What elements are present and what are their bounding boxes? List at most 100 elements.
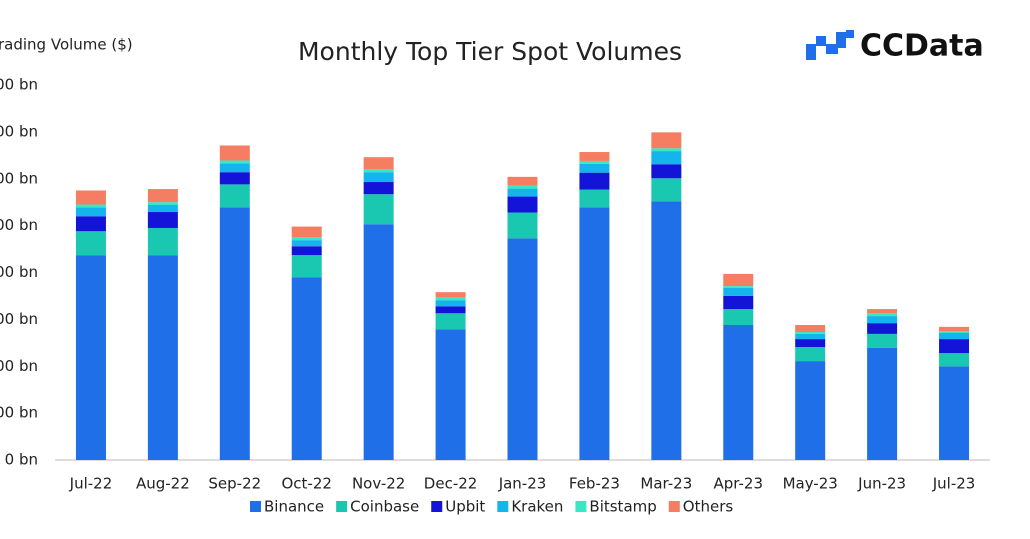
bar-segment: [507, 185, 538, 189]
bar-segment: [723, 287, 754, 296]
bar-segment: [435, 297, 466, 301]
bar-segment: [75, 216, 106, 232]
bar-segment: [363, 169, 394, 173]
bar-segment: [867, 316, 898, 324]
bar-segment: [291, 226, 322, 238]
bar-segment: [579, 207, 610, 460]
y-tick-label: 00 bn: [0, 76, 38, 94]
bar-segment: [507, 212, 538, 239]
x-tick-label: Jan-23: [498, 475, 547, 493]
bar-segment: [435, 292, 466, 298]
y-tick-label: 00 bn: [0, 169, 38, 187]
y-tick-label: 00 bn: [0, 122, 38, 140]
bar-segment: [651, 201, 682, 460]
bar-segment: [723, 325, 754, 460]
bar-segment: [795, 347, 826, 362]
bar-segment: [939, 366, 970, 460]
bar-segment: [795, 325, 826, 333]
legend-label: Coinbase: [350, 498, 419, 516]
x-tick-label: Jun-23: [857, 475, 906, 493]
bar-segment: [75, 231, 106, 256]
bar-segment: [219, 172, 250, 185]
bar-segment: [795, 339, 826, 348]
y-tick-label: 00 bn: [0, 310, 38, 328]
y-tick-label: 00 bn: [0, 263, 38, 281]
legend-swatch: [431, 501, 443, 512]
bar-segment: [291, 237, 322, 241]
bar-segment: [147, 202, 178, 205]
x-tick-label: May-23: [783, 475, 838, 493]
bar-segment: [651, 178, 682, 202]
bar-segment: [939, 326, 970, 332]
legend-swatch: [575, 501, 587, 512]
bar-segment: [147, 205, 178, 213]
x-tick-label: Oct-22: [282, 475, 332, 493]
bar-segment: [507, 188, 538, 197]
y-tick-label: 00 bn: [0, 357, 38, 375]
bar-segment: [939, 353, 970, 367]
x-tick-label: Apr-23: [714, 475, 764, 493]
bar-segment: [291, 240, 322, 247]
y-tick-label: 0 bn: [5, 451, 38, 469]
bar-segment: [795, 332, 826, 334]
bar-segment: [435, 313, 466, 330]
bar-segment: [579, 163, 610, 173]
legend-swatch: [497, 501, 509, 512]
bar-segment: [723, 286, 754, 288]
bar-segment: [579, 172, 610, 190]
bar-segment: [75, 207, 106, 217]
legend-label: Others: [683, 498, 734, 516]
bar-segment: [579, 189, 610, 208]
x-tick-label: Feb-23: [569, 475, 620, 493]
bar-segment: [507, 238, 538, 460]
bar-segment: [939, 332, 970, 340]
bar-segment: [219, 145, 250, 161]
bar-segment: [435, 300, 466, 307]
legend-label: Kraken: [511, 498, 563, 516]
x-tick-label: Mar-23: [640, 475, 692, 493]
bar-segment: [435, 306, 466, 314]
bar-segment: [147, 212, 178, 228]
bar-segment: [579, 152, 610, 161]
bar-segment: [75, 255, 106, 460]
bar-segment: [723, 309, 754, 325]
bar-segment: [939, 339, 970, 354]
bar-segment: [723, 295, 754, 310]
bar-segment: [867, 313, 898, 317]
x-tick-label: Sep-22: [208, 475, 261, 493]
chart-title: Monthly Top Tier Spot Volumes: [298, 37, 682, 66]
y-tick-label: 00 bn: [0, 216, 38, 234]
y-tick-label: 00 bn: [0, 404, 38, 422]
bar-segment: [219, 184, 250, 208]
bar-segment: [219, 163, 250, 173]
bar-segment: [867, 309, 898, 314]
logo-text: CCData: [860, 29, 984, 64]
legend-label: Bitstamp: [589, 498, 656, 516]
bar-segment: [723, 273, 754, 287]
bar-segment: [651, 151, 682, 165]
legend-swatch: [668, 501, 680, 512]
bar-segment: [291, 277, 322, 460]
bar-segment: [507, 196, 538, 213]
x-tick-label: Jul-22: [69, 475, 113, 493]
bar-segment: [795, 333, 826, 340]
x-tick-label: Jul-23: [932, 475, 976, 493]
bar-segment: [75, 204, 106, 208]
bar-segment: [651, 148, 682, 152]
bar-segment: [219, 207, 250, 460]
bar-segment: [651, 132, 682, 149]
x-tick-label: Nov-22: [352, 475, 405, 493]
legend-label: Upbit: [445, 498, 485, 516]
legend-label: Binance: [264, 498, 324, 516]
bar-segment: [147, 189, 178, 203]
x-tick-label: Aug-22: [136, 475, 190, 493]
x-tick-label: Dec-22: [424, 475, 478, 493]
bar-segment: [75, 190, 106, 205]
legend-swatch: [250, 501, 261, 512]
bar-segment: [363, 172, 394, 183]
bar-segment: [867, 333, 898, 348]
bar-segment: [435, 329, 466, 460]
bar-segment: [363, 182, 394, 195]
bar-segment: [867, 323, 898, 334]
